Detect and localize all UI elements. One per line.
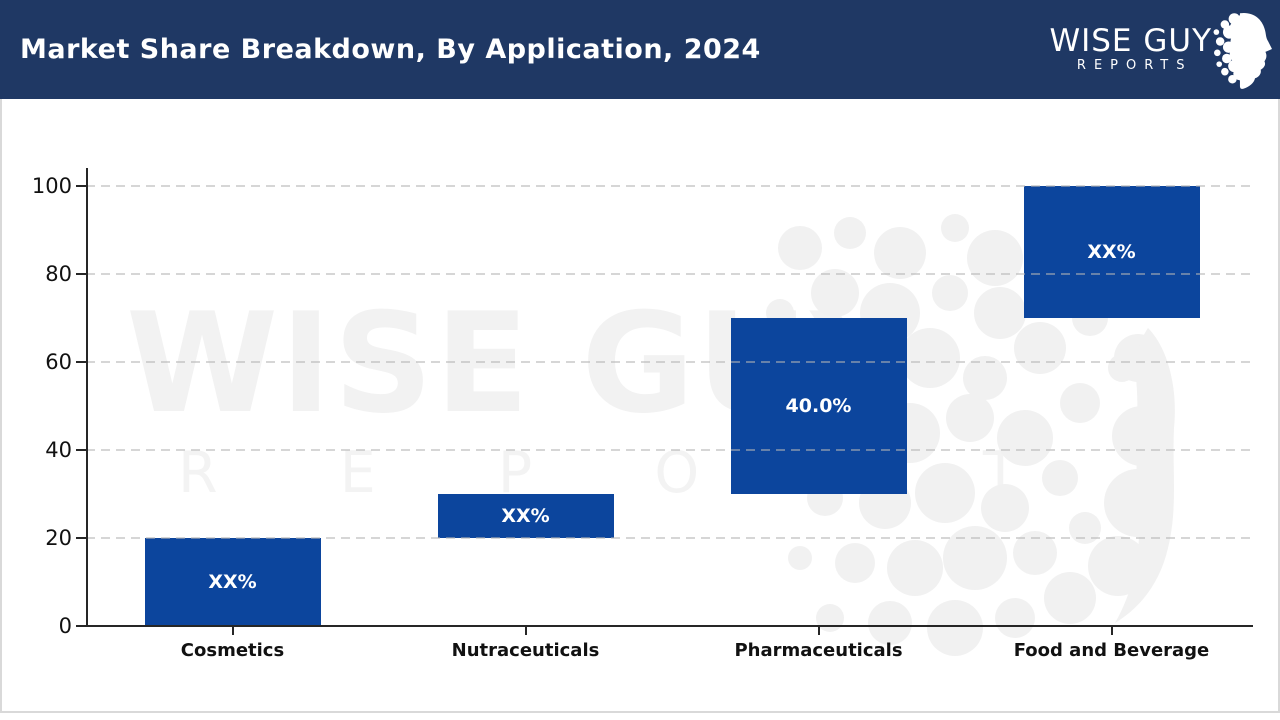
bar-value-label: XX%: [208, 571, 257, 593]
bar-pharmaceuticals: 40.0%: [730, 318, 907, 494]
x-tick: [524, 627, 527, 635]
bar-value-label: XX%: [1087, 241, 1136, 263]
x-axis-label: Cosmetics: [180, 640, 285, 661]
gridline-y100: [86, 185, 1253, 187]
y-axis-line: [86, 168, 88, 627]
x-tick: [817, 627, 820, 635]
brand-subtitle: REPORTS: [1076, 58, 1193, 73]
bar-cosmetics: XX%: [144, 538, 321, 626]
bar-value-label: XX%: [501, 505, 550, 527]
x-tick: [231, 627, 234, 635]
bar-nutraceuticals: XX%: [437, 494, 614, 538]
page-title: Market Share Breakdown, By Application, …: [20, 34, 761, 65]
x-axis-label: Pharmaceuticals: [734, 640, 903, 661]
y-axis-label: 60: [45, 350, 72, 374]
x-axis-line: [85, 625, 1253, 627]
y-tick: [76, 537, 86, 539]
y-axis-label: 20: [45, 526, 72, 550]
y-tick: [76, 361, 86, 363]
header: Market Share Breakdown, By Application, …: [0, 0, 1280, 99]
gridline-y20: [86, 537, 1253, 539]
x-tick: [1110, 627, 1113, 635]
y-axis-label: 80: [45, 262, 72, 286]
y-tick: [76, 185, 86, 187]
wise-guy-head-icon: [1213, 12, 1272, 89]
gridline-y40: [86, 449, 1253, 451]
y-tick: [76, 449, 86, 451]
y-tick: [76, 625, 86, 627]
gridline-y80: [86, 273, 1253, 275]
brand-logo: WISE GUY REPORTS: [1049, 0, 1272, 99]
y-tick: [76, 273, 86, 275]
x-axis-label: Nutraceuticals: [451, 640, 600, 661]
bar-value-label: 40.0%: [785, 395, 852, 417]
y-axis-label: 40: [45, 438, 72, 462]
x-axis-label: Food and Beverage: [1013, 640, 1210, 661]
brand-logo-text: WISE GUY REPORTS: [1049, 25, 1212, 74]
y-axis-label: 100: [31, 174, 72, 198]
y-axis-label: 0: [58, 614, 72, 638]
bar-food-and-beverage: XX%: [1023, 186, 1200, 318]
brand-name: WISE GUY: [1049, 23, 1212, 59]
gridline-y60: [86, 361, 1253, 363]
